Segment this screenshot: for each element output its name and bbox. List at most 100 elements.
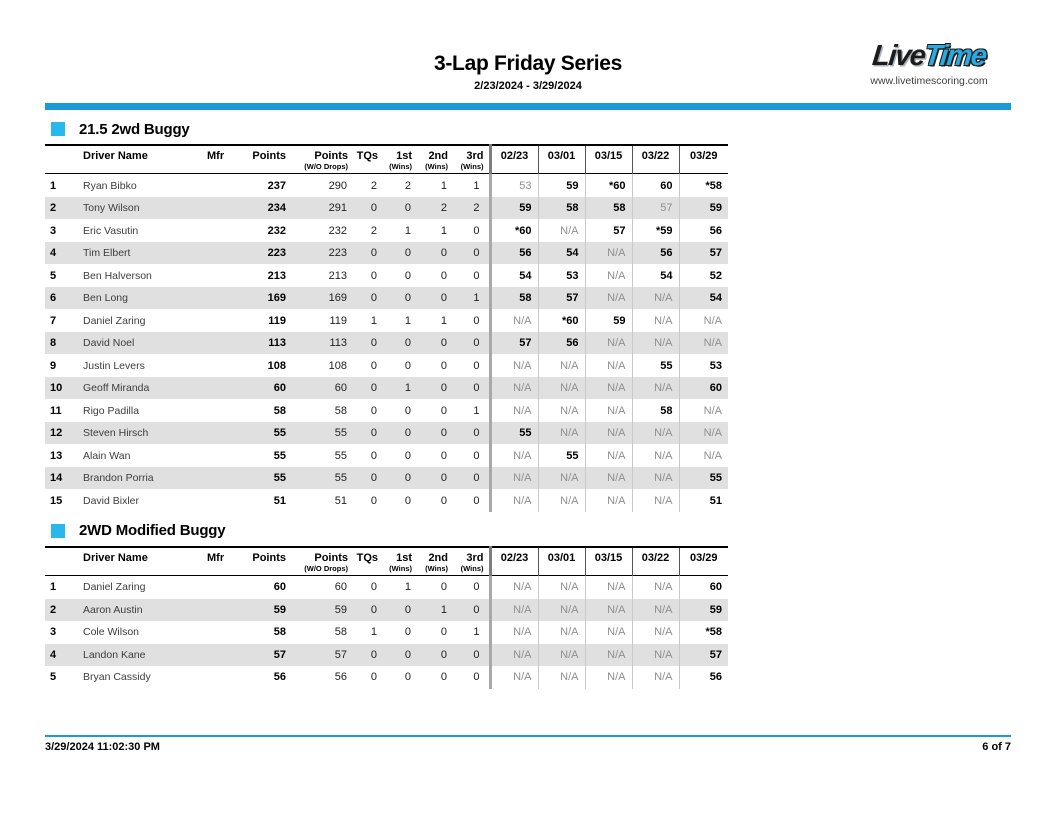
manufacturer [202, 242, 242, 265]
race-score: N/A [678, 331, 728, 355]
race-score: 59 [584, 309, 632, 332]
race-score: 56 [678, 666, 728, 689]
race-score: 53 [678, 354, 728, 377]
points-wo-drops-column-header: Points (W/O Drops) [291, 145, 353, 174]
first-label: 1st [396, 150, 412, 162]
second-sublabel: (Wins) [425, 563, 448, 573]
standings-table-21-5-2wd-buggy: Driver Name Mfr Points Points (W/O Drops)… [45, 144, 728, 512]
third-wins-column-header: 3rd (Wins) [453, 145, 490, 174]
third-sublabel: (Wins) [460, 162, 484, 172]
tq-count: 0 [370, 269, 377, 282]
first-place-wins: 0 [404, 359, 411, 372]
third-label: 3rd [466, 551, 484, 564]
points-wo-label: Points [314, 150, 348, 162]
livetime-logo: LiveTime www.livetimescoring.com [849, 40, 1009, 87]
logo-website: www.livetimescoring.com [870, 75, 988, 87]
tq-count: 0 [370, 494, 377, 507]
race-score: N/A [584, 466, 632, 490]
second-place-wins: 0 [440, 269, 447, 282]
standings-row: 6 Ben Long 169 169 0 0 0 1 58 57 N/A N/A 54 [45, 286, 728, 310]
race-score: 57 [488, 331, 538, 355]
race-score: N/A [631, 421, 679, 445]
standings-row: 3 Eric Vasutin 232 232 2 1 1 0 *60 N/A 57 *59 56 [45, 219, 728, 242]
driver-name: Rigo Padilla [83, 404, 140, 417]
section-title: 2WD Modified Buggy [79, 522, 226, 540]
third-place-wins: 1 [473, 626, 480, 639]
race-score: N/A [537, 399, 585, 422]
race-score: N/A [537, 376, 585, 400]
points-without-drops: 58 [334, 626, 347, 639]
race-score: N/A [678, 399, 728, 422]
points-total: 234 [267, 202, 286, 215]
row-position: 1 [50, 179, 57, 192]
first-place-wins: 1 [404, 382, 411, 395]
standings-row: 15 David Bixler 51 51 0 0 0 0 N/A N/A N/A N/A 51 [45, 489, 728, 512]
race-score: 51 [678, 489, 728, 512]
third-place-wins: 0 [473, 382, 480, 395]
tq-count: 0 [370, 427, 377, 440]
driver-name: Eric Vasutin [83, 224, 139, 237]
tq-count: 0 [370, 671, 377, 684]
class-color-swatch [51, 523, 65, 538]
third-place-wins: 0 [473, 648, 480, 661]
standings-row: 2 Tony Wilson 234 291 0 0 2 2 59 58 58 57 59 [45, 196, 728, 220]
accent-divider-bar [45, 103, 1011, 110]
race-score: *59 [631, 219, 679, 242]
race-score: N/A [631, 444, 679, 467]
race-score: N/A [631, 666, 679, 689]
race-date-column-header: 03/29 [678, 145, 728, 174]
second-place-wins: 0 [440, 494, 447, 507]
tqs-column-header: TQs [356, 150, 378, 162]
third-place-wins: 0 [473, 337, 480, 350]
race-score: N/A [584, 286, 632, 310]
first-wins-column-header: 1st (Wins) [383, 547, 417, 576]
second-place-wins: 0 [440, 626, 447, 639]
race-score: 57 [537, 286, 585, 310]
third-place-wins: 0 [473, 671, 480, 684]
race-score: N/A [631, 466, 679, 490]
second-place-wins: 0 [440, 581, 447, 594]
race-score: 57 [678, 241, 728, 265]
race-score: 55 [488, 421, 538, 445]
manufacturer [202, 219, 242, 242]
race-score: *60 [584, 173, 632, 197]
race-date-column-header: 03/15 [584, 145, 632, 174]
second-place-wins: 0 [440, 472, 447, 485]
points-total: 108 [267, 359, 286, 372]
row-position: 10 [50, 382, 63, 395]
points-without-drops: 60 [334, 382, 347, 395]
first-place-wins: 0 [404, 247, 411, 260]
manufacturer [202, 354, 242, 377]
document-header: 3-Lap Friday Series 2/23/2024 - 3/29/202… [45, 0, 1011, 96]
first-place-wins: 1 [404, 224, 411, 237]
tq-count: 0 [370, 292, 377, 305]
row-position: 6 [50, 292, 57, 305]
points-total: 232 [267, 224, 286, 237]
race-score: 60 [678, 376, 728, 400]
first-place-wins: 0 [404, 427, 411, 440]
standings-row: 11 Rigo Padilla 58 58 0 0 0 1 N/A N/A N/A 58 N/A [45, 399, 728, 422]
race-score: 57 [678, 643, 728, 667]
manufacturer [202, 309, 242, 332]
tq-count: 0 [370, 603, 377, 616]
race-score: N/A [488, 643, 538, 667]
points-without-drops: 59 [334, 603, 347, 616]
first-place-wins: 0 [404, 404, 411, 417]
second-label: 2nd [428, 551, 448, 564]
row-position: 13 [50, 449, 63, 462]
race-score: 55 [678, 466, 728, 490]
row-position: 3 [50, 224, 57, 237]
third-place-wins: 0 [473, 603, 480, 616]
second-sublabel: (Wins) [425, 162, 448, 172]
race-score: N/A [537, 466, 585, 490]
driver-name: Justin Levers [83, 359, 145, 372]
points-total: 55 [273, 427, 286, 440]
race-score: N/A [584, 575, 632, 599]
first-place-wins: 0 [404, 449, 411, 462]
points-without-drops: 113 [329, 337, 347, 350]
logo-live-word: Live [870, 40, 927, 72]
third-place-wins: 0 [473, 472, 480, 485]
manufacturer [202, 377, 242, 400]
race-score: 59 [488, 196, 538, 220]
race-score: N/A [678, 444, 728, 467]
